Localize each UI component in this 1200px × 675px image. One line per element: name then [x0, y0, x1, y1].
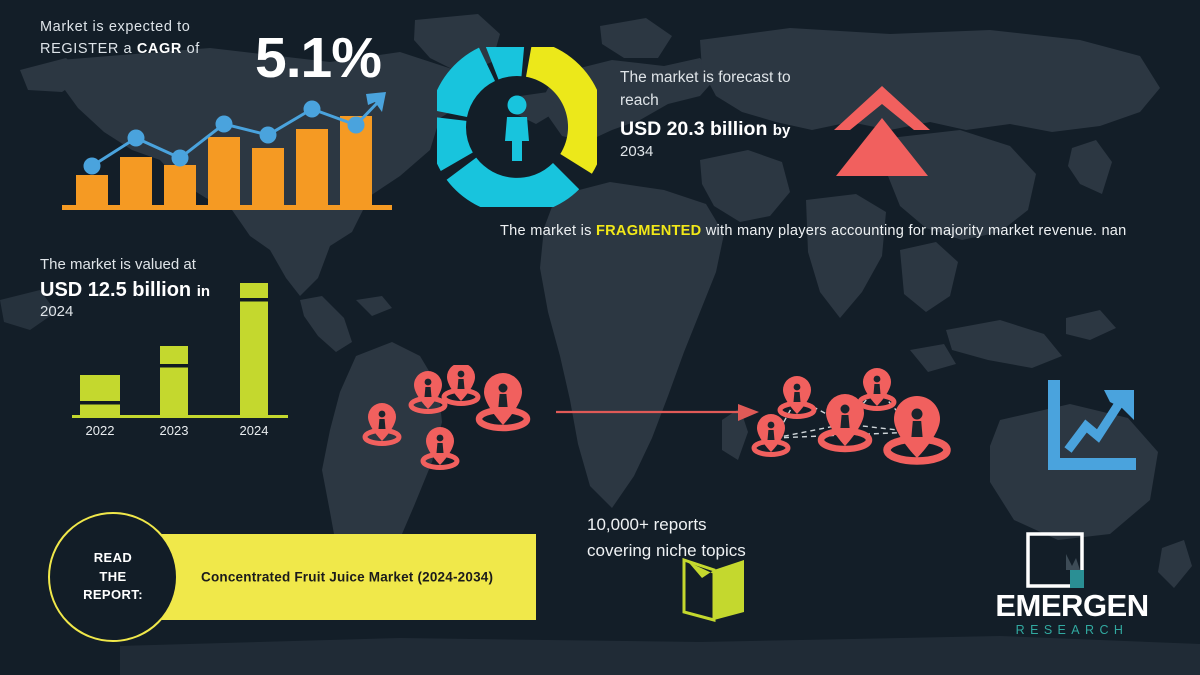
- reports-count-line2: covering niche topics: [587, 540, 746, 560]
- green-chart-tick-2024: 2024: [240, 423, 269, 438]
- donut-slice-cyan-4: [485, 38, 525, 80]
- forecast-value-suffix: by: [772, 121, 791, 139]
- trend-up-chart-icon: [1042, 376, 1138, 474]
- person-in-donut-icon: [505, 95, 529, 161]
- forecast-year: 2034: [620, 142, 654, 160]
- fragmentation-suffix: with many players accounting for majorit…: [701, 223, 1127, 239]
- green-chart-tick-2022: 2022: [86, 423, 115, 438]
- report-title-bar[interactable]: Concentrated Fruit Juice Market (2024-20…: [144, 534, 536, 620]
- bar-2022: [80, 375, 120, 415]
- read-the-report-cta[interactable]: Concentrated Fruit Juice Market (2024-20…: [48, 512, 538, 642]
- green-chart-tick-2023: 2023: [160, 423, 189, 438]
- connected-map-pins-network: [745, 360, 965, 480]
- market-share-donut: [429, 38, 606, 215]
- forecast-value: USD 20.3 billion by: [620, 118, 870, 141]
- historic-growth-chart: [62, 78, 392, 213]
- cagr-keyword: CAGR: [136, 41, 182, 58]
- valued-value-suffix: in: [196, 283, 211, 300]
- badge-line-2: THE: [99, 568, 127, 584]
- donut-slice-yellow: [526, 40, 606, 174]
- green-chart-baseline: [72, 415, 288, 418]
- trend-arrow-head: [1104, 390, 1134, 420]
- fragmentation-statement: The market is FRAGMENTED with many playe…: [500, 220, 1140, 244]
- report-title: Concentrated Fruit Juice Market (2024-20…: [201, 569, 494, 585]
- forecast-stat-block: The market is forecast to reach USD 20.3…: [620, 66, 870, 160]
- donut-slice-cyan-3: [430, 47, 495, 117]
- logo-tagline: RESEARCH: [1015, 623, 1129, 637]
- forecast-caption-line1: The market is forecast to: [620, 69, 791, 86]
- fragmentation-prefix: The market is: [500, 223, 596, 239]
- valued-caption: The market is valued at: [40, 256, 196, 273]
- valued-value: USD 12.5 billion in: [40, 279, 340, 302]
- cagr-value: 5.1%: [255, 26, 382, 90]
- valued-year: 2024: [40, 303, 74, 320]
- donut-slice-cyan-1: [446, 157, 580, 215]
- logo-square-mark: [1026, 532, 1084, 588]
- read-the-report-label: READ THE REPORT:: [83, 549, 143, 604]
- valued-value-amount: USD 12.5 billion: [40, 279, 192, 301]
- axis-lines: [1048, 380, 1136, 470]
- forecast-value-amount: USD 20.3 billion: [620, 117, 768, 140]
- bar-2023: [160, 346, 188, 415]
- trend-arrow-head: [366, 92, 386, 112]
- cagr-caption-line2: REGISTER a CAGR of: [40, 38, 400, 60]
- market-value-chart: 2022 2023 2024: [72, 270, 322, 445]
- cagr-stat-block: Market is expected to REGISTER a CAGR of…: [40, 16, 400, 87]
- bar-2024: [240, 283, 268, 415]
- forecast-caption-line2: reach: [620, 92, 659, 110]
- badge-line-1: READ: [93, 550, 133, 566]
- emergen-research-logo: EMERGEN RESEARCH: [982, 532, 1162, 650]
- trend-markers: [83, 100, 365, 175]
- donut-slice-cyan-2: [429, 116, 473, 171]
- logo-wordmark: EMERGEN: [995, 588, 1149, 623]
- cagr-caption-line1: Market is expected to: [40, 19, 191, 35]
- chart-bars: [76, 116, 372, 205]
- fragmentation-highlight: FRAGMENTED: [595, 223, 702, 239]
- read-the-report-badge[interactable]: READ THE REPORT:: [48, 512, 178, 642]
- reports-count-block: 10,000+ reports covering niche topics: [587, 512, 817, 563]
- cagr-caption-line2-a: REGISTER a: [40, 41, 137, 58]
- chart-baseline: [62, 205, 392, 210]
- right-arrow-icon: [556, 398, 761, 428]
- double-up-arrow-icon: [832, 84, 932, 180]
- open-book-icon: [678, 556, 750, 622]
- reports-count-line1: 10,000+ reports: [587, 515, 707, 534]
- cagr-caption-line2-c: of: [181, 41, 200, 58]
- current-value-stat-block: The market is valued at USD 12.5 billion…: [40, 256, 340, 320]
- trend-zigzag: [1064, 399, 1124, 453]
- cagr-caption: Market is expected to REGISTER a CAGR of: [40, 16, 400, 61]
- badge-line-3: REPORT:: [83, 587, 143, 603]
